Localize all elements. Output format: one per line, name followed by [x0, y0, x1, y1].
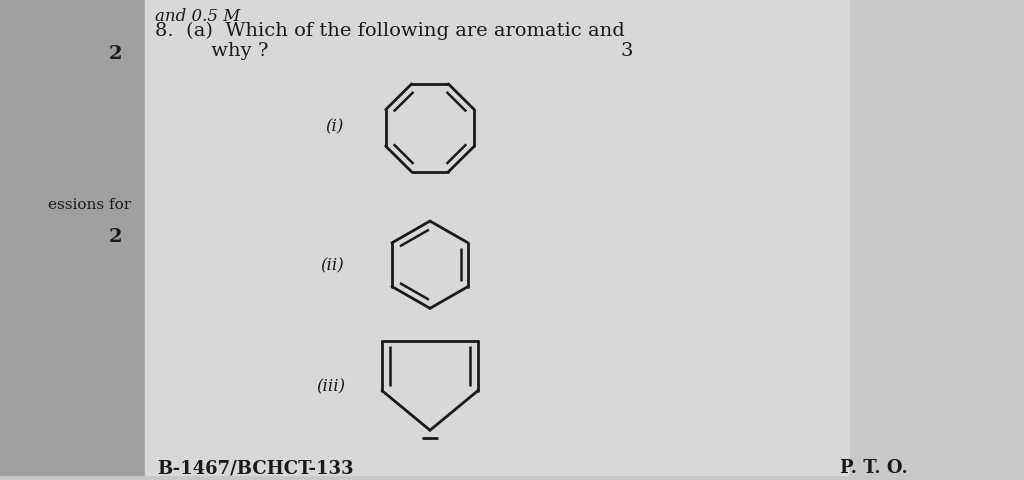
Text: and 0.5 M: and 0.5 M [155, 8, 241, 25]
Text: B-1467/BCHCT-133: B-1467/BCHCT-133 [157, 458, 353, 476]
Text: (iii): (iii) [316, 377, 345, 395]
Text: why ?: why ? [155, 42, 268, 60]
Text: (ii): (ii) [319, 257, 344, 274]
Text: 3: 3 [620, 42, 633, 60]
Text: (i): (i) [325, 118, 343, 135]
Text: 8.  (a)  Which of the following are aromatic and: 8. (a) Which of the following are aromat… [155, 22, 625, 40]
Text: essions for: essions for [48, 198, 131, 212]
Text: P. T. O.: P. T. O. [840, 458, 908, 476]
Text: 2: 2 [109, 45, 122, 62]
Bar [850, 0, 1024, 476]
Bar [0, 0, 145, 476]
Bar [145, 0, 1024, 476]
Text: 2: 2 [109, 228, 122, 245]
